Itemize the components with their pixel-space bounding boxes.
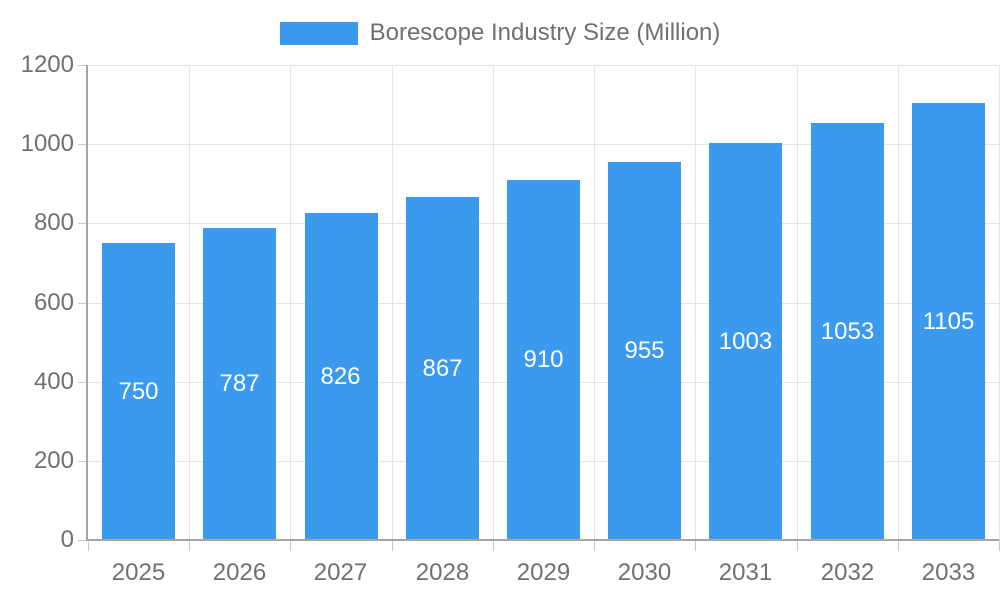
bar-value-label: 1105	[922, 307, 975, 335]
gridline-vertical	[493, 65, 494, 540]
x-axis-line	[86, 539, 999, 541]
y-axis-tick-label: 0	[60, 526, 74, 553]
y-axis-tick-label: 600	[33, 288, 74, 316]
x-axis-tick-mark	[695, 540, 696, 551]
x-axis-tick-mark	[189, 540, 190, 551]
y-axis-tick-mark	[78, 303, 86, 304]
bar-2026[interactable]	[203, 228, 276, 540]
x-axis-tick-mark	[290, 540, 291, 551]
bar-value-label: 1053	[820, 317, 875, 345]
bar-value-label: 1003	[718, 327, 773, 355]
bar-2033[interactable]	[912, 103, 985, 540]
bar-value-label: 787	[219, 370, 260, 397]
gridline-vertical	[695, 65, 696, 540]
x-axis-tick-mark	[392, 540, 393, 551]
x-axis-tick-label: 2027	[313, 559, 368, 586]
bar-2030[interactable]	[608, 162, 681, 540]
gridline-vertical	[898, 65, 899, 540]
y-axis-tick-mark	[78, 65, 86, 66]
y-axis-tick-label: 200	[33, 446, 74, 474]
y-axis-tick-mark	[78, 223, 86, 224]
y-axis-tick-label: 1000	[20, 130, 74, 158]
y-axis-tick-mark	[78, 382, 86, 383]
x-axis-tick-label: 2025	[111, 559, 166, 586]
bar-2032[interactable]	[811, 123, 884, 540]
gridline-vertical	[189, 65, 190, 540]
bar-2029[interactable]	[507, 180, 580, 540]
legend-label: Borescope Industry Size (Million)	[369, 19, 721, 46]
bar-2031[interactable]	[709, 143, 782, 540]
bar-2028[interactable]	[406, 197, 479, 540]
y-axis-tick-mark	[78, 540, 86, 541]
x-axis-tick-label: 2029	[516, 559, 571, 586]
plot-area: 750 787 826 867 910 955 1003 1053 1105	[88, 65, 1000, 540]
x-axis-tick-mark	[88, 540, 89, 551]
y-axis-tick-label: 400	[33, 367, 74, 395]
gridline-vertical	[392, 65, 393, 540]
chart-legend[interactable]: Borescope Industry Size (Million)	[0, 20, 1000, 46]
x-axis-tick-label: 2033	[921, 559, 976, 586]
x-axis-tick-label: 2032	[820, 559, 875, 586]
y-axis-tick-label: 800	[33, 209, 74, 237]
x-axis-tick-mark	[493, 540, 494, 551]
x-axis-tick-mark	[898, 540, 899, 551]
legend-swatch	[279, 21, 358, 45]
y-axis-line	[86, 65, 88, 541]
y-axis-tick-mark	[78, 461, 86, 462]
gridline-horizontal	[88, 65, 999, 66]
bar-2025[interactable]	[102, 243, 175, 540]
x-axis-tick-mark	[594, 540, 595, 551]
x-axis-tick-label: 2028	[415, 559, 470, 586]
bar-value-label: 867	[422, 354, 463, 382]
y-axis-tick-mark	[78, 144, 86, 145]
gridline-vertical	[594, 65, 595, 540]
x-axis-tick-label: 2026	[212, 559, 267, 586]
bar-value-label: 826	[320, 362, 361, 390]
x-axis-tick-mark	[797, 540, 798, 551]
gridline-vertical	[290, 65, 291, 540]
y-axis-tick-label: 1200	[20, 51, 74, 78]
gridline-horizontal	[88, 144, 999, 146]
bar-value-label: 955	[624, 337, 665, 364]
bar-value-label: 750	[118, 377, 159, 405]
x-axis-tick-label: 2030	[617, 559, 672, 586]
x-axis-tick-label: 2031	[718, 559, 773, 586]
bar-2027[interactable]	[305, 213, 378, 540]
gridline-vertical	[797, 65, 798, 540]
bar-value-label: 910	[523, 346, 564, 373]
